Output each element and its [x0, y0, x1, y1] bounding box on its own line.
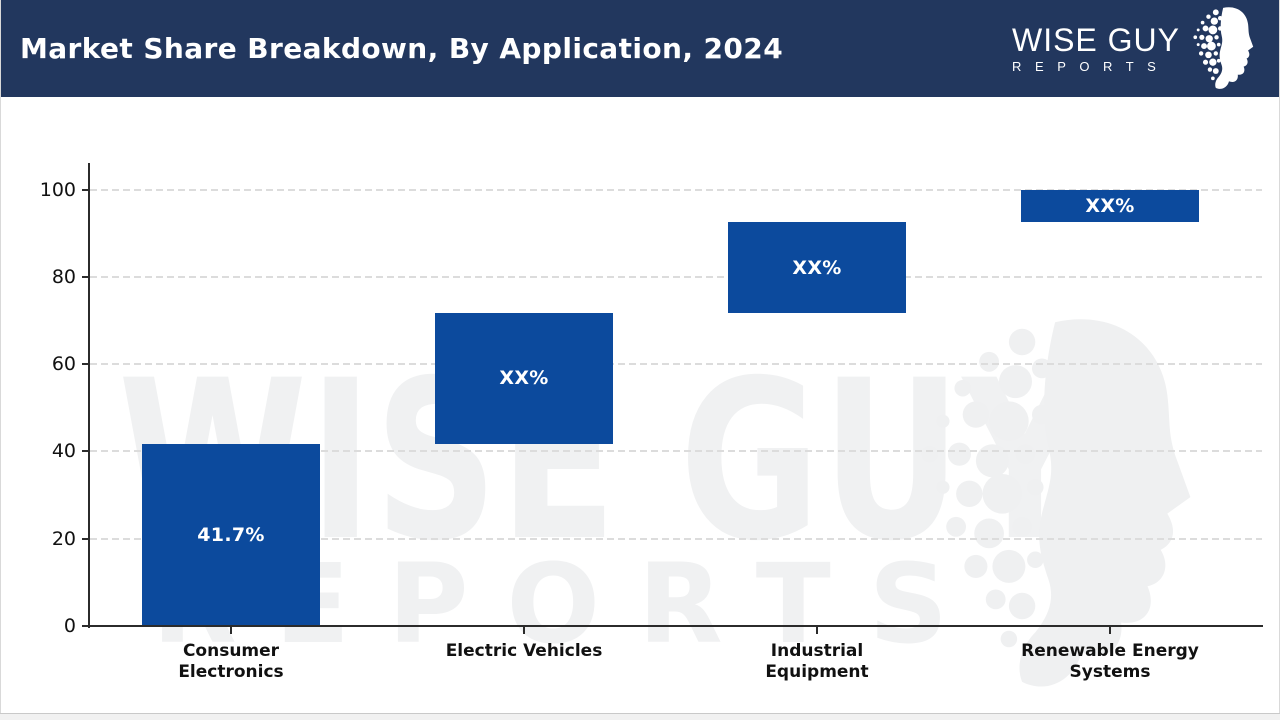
bar-industrial-equipment: XX% — [728, 222, 906, 314]
bar-chart: WISE GUY REPORTS 0 20 40 60 80 100 41.7% Consum… — [0, 97, 1280, 714]
x-axis-label-renewable-energy-systems: Renewable Energy Systems — [980, 641, 1240, 683]
y-tick-label-20: 20 — [51, 527, 76, 550]
bar-value-label-renewable-energy-systems: XX% — [1085, 194, 1135, 217]
bottom-edge — [0, 713, 1280, 720]
wiseguy-logo: WISE GUY R E P O R T S — [1012, 0, 1272, 97]
y-tick-mark-0 — [82, 625, 90, 627]
gridline-100 — [90, 188, 1262, 191]
y-tick-mark-60 — [82, 363, 90, 366]
x-axis-label-consumer-electronics: Consumer Electronics — [101, 641, 361, 683]
y-tick-label-100: 100 — [39, 178, 76, 201]
y-tick-mark-20 — [82, 537, 90, 540]
x-axis-label-line: Systems — [1069, 662, 1151, 682]
gridline-40 — [90, 450, 1262, 453]
header: Market Share Breakdown, By Application, … — [0, 0, 1280, 97]
x-axis-label-line: Electronics — [178, 662, 284, 682]
y-tick-mark-80 — [82, 275, 90, 278]
y-tick-label-80: 80 — [51, 265, 76, 288]
x-tick-mark-renewable-energy-systems — [1109, 627, 1111, 634]
logo-text: WISE GUY R E P O R T S — [1012, 23, 1180, 74]
y-tick-label-40: 40 — [51, 440, 76, 463]
x-axis-line — [88, 625, 1263, 627]
page-title: Market Share Breakdown, By Application, … — [20, 32, 784, 65]
wiseguy-face-icon — [1193, 6, 1254, 89]
bar-value-label-consumer-electronics: 41.7% — [197, 523, 265, 546]
gridline-60 — [90, 363, 1262, 366]
x-tick-mark-electric-vehicles — [523, 627, 525, 634]
x-axis-label-electric-vehicles: Electric Vehicles — [394, 641, 654, 662]
x-axis-label-line: Renewable Energy — [1021, 641, 1199, 661]
bar-electric-vehicles: XX% — [435, 313, 613, 444]
x-axis-label-line: Industrial — [770, 641, 864, 661]
y-tick-mark-100 — [82, 188, 90, 191]
bar-value-label-industrial-equipment: XX% — [792, 256, 842, 279]
logo-subtext: R E P O R T S — [1011, 59, 1161, 74]
y-tick-mark-40 — [82, 450, 90, 453]
x-axis-label-line: Consumer — [182, 641, 280, 661]
logo-wordmark: WISE GUY — [1011, 22, 1180, 58]
x-axis-label-line: Electric Vehicles — [445, 641, 603, 661]
bar-value-label-electric-vehicles: XX% — [499, 367, 549, 390]
x-tick-mark-consumer-electronics — [230, 627, 232, 634]
y-tick-label-60: 60 — [51, 353, 76, 376]
x-axis-label-industrial-equipment: Industrial Equipment — [687, 641, 947, 683]
bar-consumer-electronics: 41.7% — [142, 443, 320, 626]
bar-renewable-energy-systems: XX% — [1021, 189, 1199, 223]
y-tick-label-0: 0 — [63, 615, 76, 637]
gridline-20 — [90, 537, 1262, 540]
gridline-80 — [90, 275, 1262, 278]
x-axis-label-line: Equipment — [765, 662, 869, 682]
x-tick-mark-industrial-equipment — [816, 627, 818, 634]
y-axis-line — [88, 163, 90, 628]
